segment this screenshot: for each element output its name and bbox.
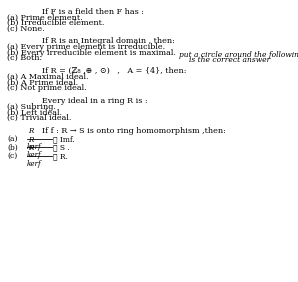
Text: (c) Trivial ideal.: (c) Trivial ideal.	[7, 114, 72, 122]
Text: kerf: kerf	[27, 151, 41, 159]
Text: Every ideal in a ring R is :: Every ideal in a ring R is :	[42, 97, 147, 105]
Text: (b): (b)	[7, 144, 18, 151]
Text: If f : R → S is onto ring homomorphism ,then:: If f : R → S is onto ring homomorphism ,…	[42, 127, 226, 135]
Text: R: R	[28, 136, 34, 144]
Text: is the correct answer: is the correct answer	[189, 56, 271, 64]
Text: R: R	[28, 144, 34, 152]
Text: put a circle around the following: put a circle around the following	[179, 51, 298, 59]
Text: ≅ Imf.: ≅ Imf.	[53, 135, 75, 143]
Text: If F is a field then F has :: If F is a field then F has :	[42, 8, 144, 16]
Text: R: R	[28, 127, 34, 135]
Text: (b) A Prime ideal.: (b) A Prime ideal.	[7, 78, 79, 86]
Text: If R = (ℤ₈ ,⊕ , ⊙)   ,   A = {4}, then:: If R = (ℤ₈ ,⊕ , ⊙) , A = {4}, then:	[42, 67, 186, 75]
Text: If R is an Integral domain , then:: If R is an Integral domain , then:	[42, 37, 175, 45]
Text: (a) Subring.: (a) Subring.	[7, 103, 56, 111]
Text: (a) Prime element.: (a) Prime element.	[7, 14, 83, 21]
Text: ≅ S .: ≅ S .	[53, 144, 70, 151]
Text: (a) Every prime element is irreducible.: (a) Every prime element is irreducible.	[7, 43, 166, 51]
Text: (a): (a)	[7, 135, 18, 143]
Text: (c) Not prime ideal.: (c) Not prime ideal.	[7, 84, 87, 92]
Text: (a) A Maximal ideal.: (a) A Maximal ideal.	[7, 73, 89, 81]
Text: (b) Left ideal.: (b) Left ideal.	[7, 109, 63, 116]
Text: (c) Both.: (c) Both.	[7, 54, 42, 62]
Text: ≅ R.: ≅ R.	[53, 152, 68, 160]
Text: (c): (c)	[7, 152, 18, 160]
Text: kerf: kerf	[27, 160, 41, 168]
Text: (c) None.: (c) None.	[7, 25, 45, 33]
Text: kerf: kerf	[27, 143, 41, 151]
Text: (b) Every irreducible element is maximal.: (b) Every irreducible element is maximal…	[7, 49, 176, 56]
Text: (b) Irreducible element.: (b) Irreducible element.	[7, 19, 105, 27]
